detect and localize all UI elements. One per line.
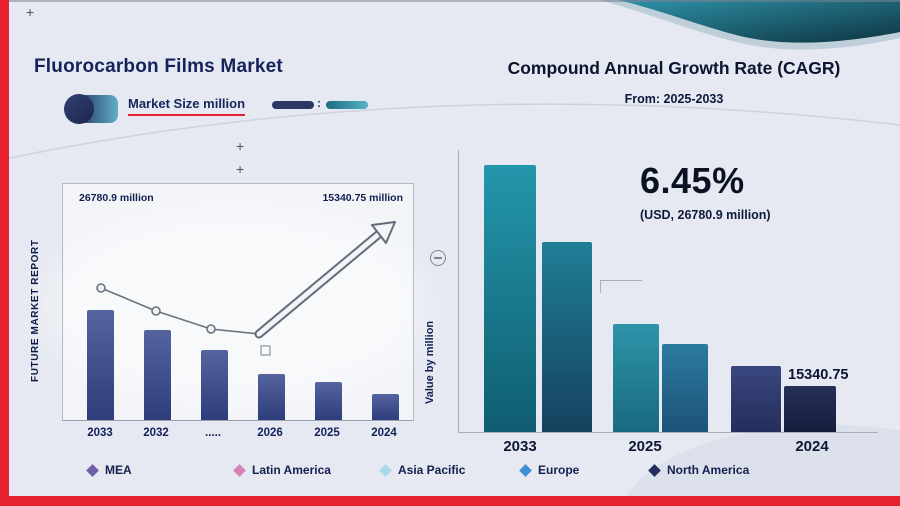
arc-line-decoration: [0, 103, 900, 161]
cylinder-face-icon: [64, 94, 94, 124]
cagr-note: (USD, 26780.9 million): [640, 208, 771, 222]
step-line-decoration: [600, 280, 642, 293]
top-border-line: [0, 0, 900, 2]
market-size-chart: 26780.9 million 15340.75 million: [62, 183, 414, 421]
legend-item-north-america: North America: [648, 463, 750, 477]
legend-diamond-icon: [648, 463, 661, 477]
trend-line-arrow: [96, 221, 396, 356]
cagr-value: 6.45%: [640, 160, 745, 201]
x-axis-label: .....: [205, 427, 221, 439]
market-size-legend-icon: [64, 94, 120, 124]
legend-item-asia-pacific: Asia Pacific: [379, 463, 466, 477]
cagr-bar: [542, 242, 592, 432]
market-size-bar: [258, 374, 285, 420]
legend-label: Europe: [538, 463, 580, 477]
plus-decoration: +: [26, 4, 35, 20]
legend-diamond-icon: [233, 463, 246, 477]
legend-label: Latin America: [252, 463, 331, 477]
x-axis-label: 2024: [371, 427, 397, 439]
cagr-bar: [784, 386, 836, 432]
decor-pill-teal: [326, 101, 368, 109]
decor-colon: :: [317, 96, 321, 110]
cagr-bar: [484, 165, 536, 432]
market-size-bar: [315, 382, 342, 420]
legend-diamond-icon: [519, 463, 532, 477]
chart-max-value-label: 26780.9 million: [79, 192, 154, 204]
x-axis-label: 2033: [503, 438, 537, 455]
market-size-bar: [201, 350, 228, 420]
x-axis-label: 2024: [795, 438, 829, 455]
cagr-bar: [662, 344, 708, 432]
cagr-bar: [731, 366, 781, 432]
market-size-bar: [144, 330, 171, 420]
legend-label: MEA: [105, 463, 132, 477]
plus-decoration: +: [236, 138, 245, 154]
plus-decoration: +: [236, 161, 245, 177]
swoosh-under-decoration: [600, 0, 900, 50]
cagr-bar: [613, 324, 659, 432]
legend-label: North America: [667, 463, 750, 477]
market-size-legend-label: Market Size million: [128, 96, 246, 116]
x-axis-label: 2026: [257, 427, 283, 439]
legend-label: Asia Pacific: [398, 463, 466, 477]
x-axis: [458, 432, 878, 433]
right-chart-y-axis-label: Value by million: [424, 320, 436, 405]
x-axis-label: 2033: [87, 427, 113, 439]
cagr-value-block: 6.45% (USD, 26780.9 million): [640, 160, 890, 222]
legend-item-mea: MEA: [86, 463, 132, 477]
market-size-bar: [372, 394, 399, 420]
left-chart-y-axis-label: FUTURE MARKET REPORT: [30, 239, 41, 382]
cagr-header: Compound Annual Growth Rate (CAGR) From:…: [458, 58, 890, 106]
x-axis-label: 2025: [628, 438, 662, 455]
left-accent-bar: [0, 0, 9, 506]
x-axis-label: 2025: [314, 427, 340, 439]
legend-item-latin-america: Latin America: [233, 463, 331, 477]
decor-pill-navy: [272, 101, 314, 109]
corner-swoosh-decoration: [618, 0, 900, 43]
bar-value-label: 15340.75: [788, 367, 849, 383]
circle-minus-icon: [430, 250, 446, 266]
legend-diamond-icon: [86, 463, 99, 477]
bottom-accent-bar: [0, 496, 900, 506]
legend-diamond-icon: [379, 463, 392, 477]
corner-blob-decoration: [622, 425, 900, 506]
left-chart-title: Fluorocarbon Films Market: [34, 56, 283, 77]
x-axis-label: 2032: [143, 427, 169, 439]
cagr-subtitle: From: 2025-2033: [624, 92, 724, 106]
y-axis: [458, 150, 459, 432]
legend-item-europe: Europe: [519, 463, 580, 477]
market-size-bar: [87, 310, 114, 420]
cagr-title: Compound Annual Growth Rate (CAGR): [507, 58, 841, 78]
chart-min-value-label: 15340.75 million: [322, 192, 403, 204]
